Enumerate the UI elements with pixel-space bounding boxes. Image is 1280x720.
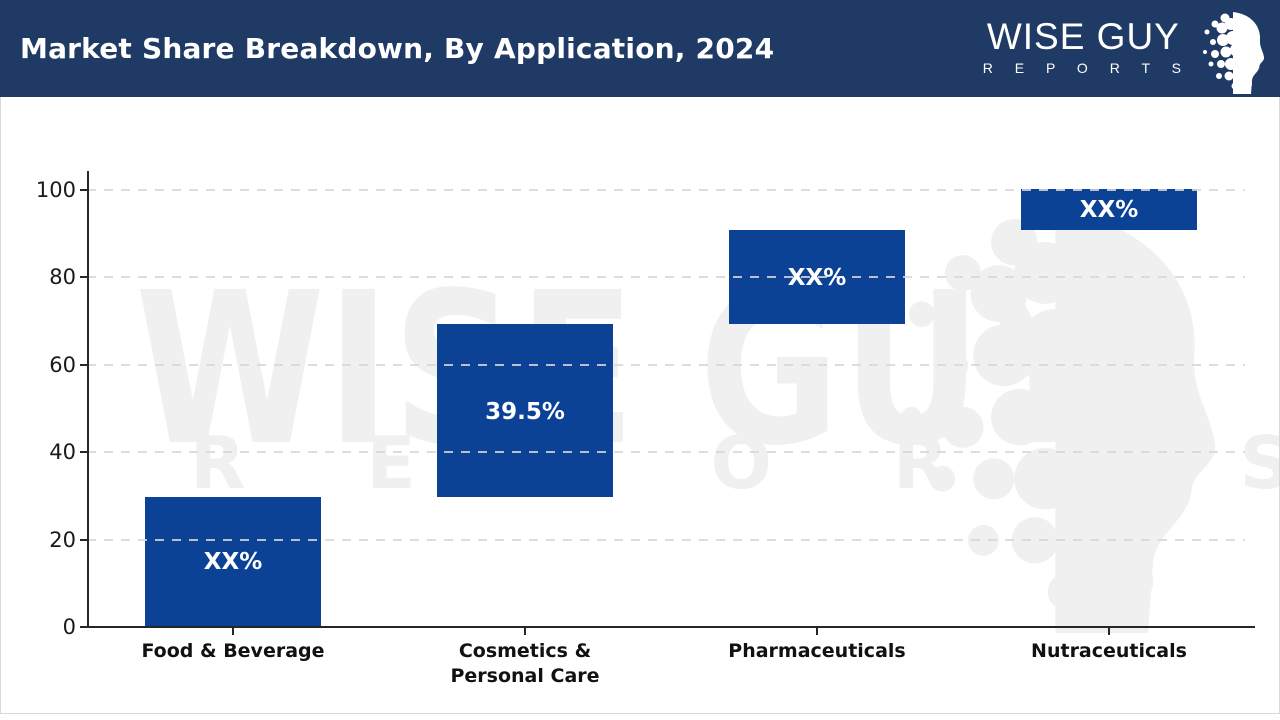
wiseguy-logo-head-icon (1203, 12, 1265, 94)
x-tick-mark (816, 628, 818, 635)
y-tick-label: 0 (62, 615, 76, 639)
y-tick-mark (80, 276, 87, 278)
bar-segment (1021, 188, 1197, 231)
watermark-head-icon (901, 211, 1216, 634)
page-title: Market Share Breakdown, By Application, … (20, 32, 775, 65)
y-tick-mark (80, 188, 87, 191)
bar-value-label: XX% (1079, 197, 1139, 224)
x-category-label: Nutraceuticals (1031, 640, 1187, 662)
x-tick-mark (524, 628, 526, 635)
page-border-bottom (0, 713, 1280, 714)
header-bar: Market Share Breakdown, By Application, … (0, 0, 1280, 97)
x-tick-mark (1108, 628, 1110, 635)
wiseguy-logo: WISE GUY R E P O R T S (983, 6, 1268, 94)
y-gridline (87, 276, 1245, 278)
bar-value-label: XX% (787, 265, 847, 292)
bar-value-label: XX% (203, 549, 263, 576)
y-tick-mark (80, 363, 87, 366)
y-tick-label: 60 (49, 352, 76, 377)
y-tick-label: 80 (49, 265, 76, 289)
y-gridline (87, 188, 1245, 191)
y-gridline (87, 538, 1245, 541)
y-tick-label: 20 (49, 527, 76, 552)
bar-segment (437, 324, 613, 497)
y-tick-mark (80, 451, 87, 453)
y-axis-line (87, 171, 89, 628)
y-gridline (87, 363, 1245, 366)
wiseguy-logo-text: WISE GUY R E P O R T S (977, 16, 1190, 76)
y-tick-label: 40 (49, 440, 76, 464)
bar-segment (145, 496, 321, 626)
y-tick-mark (80, 538, 87, 541)
page-border-left (0, 97, 1, 714)
x-tick-mark (232, 628, 234, 635)
x-category-label: Food & Beverage (141, 640, 325, 662)
wiseguy-logo-reports: R E P O R T S (982, 59, 1190, 76)
x-axis-line (87, 626, 1255, 628)
wiseguy-logo-wordmark: WISE GUY (986, 16, 1180, 57)
y-tick-mark (80, 626, 87, 628)
bar-value-label: 39.5% (485, 398, 565, 425)
x-category-label: Cosmetics & Personal Care (450, 640, 600, 687)
x-category-label: Pharmaceuticals (728, 640, 906, 662)
y-tick-label: 100 (35, 177, 76, 202)
y-gridline (87, 451, 1245, 453)
watermark: WISE GUY R E P O R T S (0, 97, 1280, 713)
